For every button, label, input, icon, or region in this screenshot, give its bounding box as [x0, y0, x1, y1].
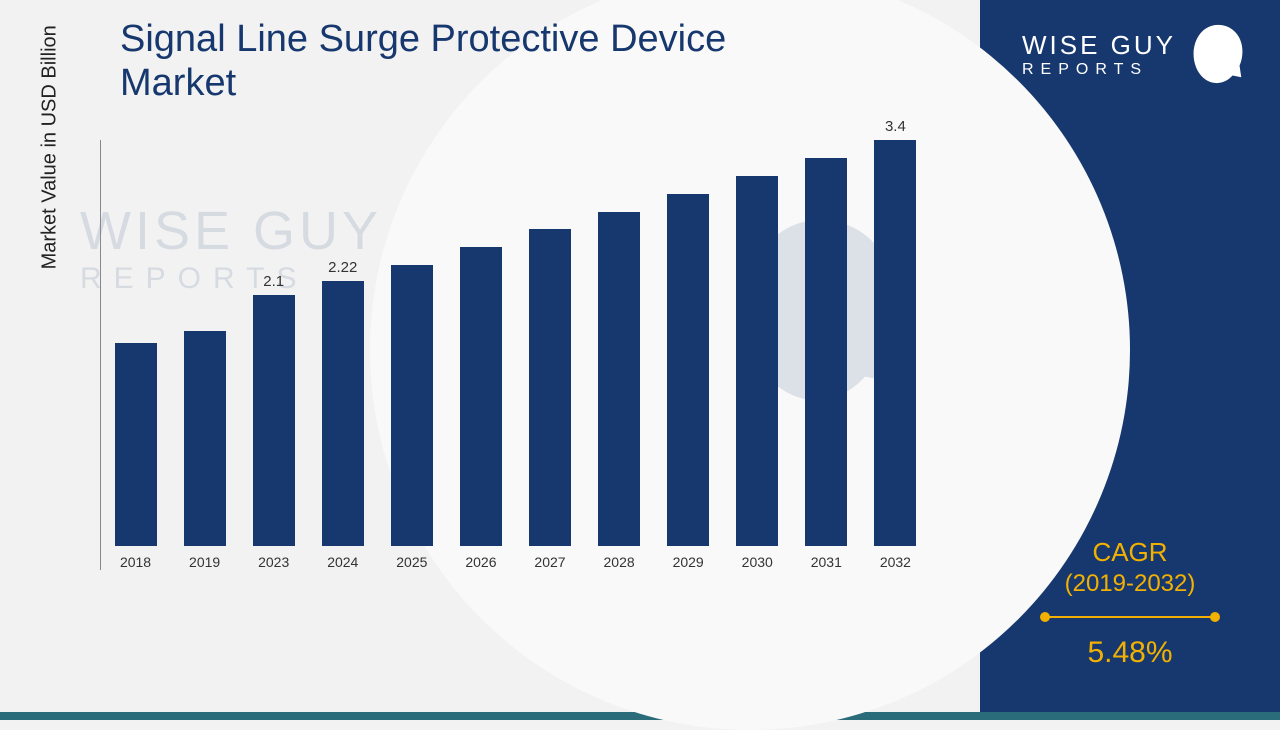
- x-tick-label: 2026: [465, 554, 496, 570]
- x-tick-label: 2025: [396, 554, 427, 570]
- x-tick-label: 2028: [604, 554, 635, 570]
- bar-2027: 2027: [529, 229, 571, 570]
- bar: [667, 194, 709, 546]
- bar-2023: 2.12023: [253, 295, 295, 570]
- bar: [736, 176, 778, 546]
- bar-chart: Market Value in USD Billion 201820192.12…: [60, 140, 940, 620]
- bar-value-label: 2.22: [322, 259, 364, 276]
- x-tick-label: 2032: [880, 554, 911, 570]
- x-tick-label: 2024: [327, 554, 358, 570]
- bar-2032: 3.42032: [874, 140, 916, 570]
- bar: [253, 295, 295, 546]
- logo-brand: WISE GUY: [1022, 30, 1176, 61]
- x-tick-label: 2019: [189, 554, 220, 570]
- chart-title: Signal Line Surge Protective Device Mark…: [120, 18, 820, 105]
- x-tick-label: 2030: [742, 554, 773, 570]
- logo-sub: REPORTS: [1022, 61, 1176, 79]
- cagr-divider-icon: [1045, 616, 1215, 618]
- x-tick-label: 2018: [120, 554, 151, 570]
- bar: [115, 343, 157, 546]
- x-tick-label: 2023: [258, 554, 289, 570]
- x-tick-label: 2031: [811, 554, 842, 570]
- bar: [391, 265, 433, 546]
- y-axis-label: Market Value in USD Billion: [39, 25, 62, 269]
- bar-2026: 2026: [460, 247, 502, 570]
- cagr-value: 5.48%: [1020, 636, 1240, 670]
- cagr-years: (2019-2032): [1020, 570, 1240, 598]
- x-tick-label: 2029: [673, 554, 704, 570]
- bar: [322, 281, 364, 546]
- bar-2029: 2029: [667, 194, 709, 570]
- bar-2028: 2028: [598, 212, 640, 570]
- bar: [529, 229, 571, 546]
- bar: [184, 331, 226, 546]
- bar-value-label: 3.4: [874, 118, 916, 135]
- bar-2031: 2031: [805, 158, 847, 570]
- x-tick-label: 2027: [534, 554, 565, 570]
- bar-value-label: 2.1: [253, 273, 295, 290]
- bar: [460, 247, 502, 546]
- bar-2019: 2019: [184, 331, 226, 570]
- bar: [874, 140, 916, 546]
- bar-2024: 2.222024: [322, 281, 364, 570]
- bar-2025: 2025: [391, 265, 433, 570]
- logo-head-icon: [1186, 22, 1250, 86]
- cagr-block: CAGR (2019-2032) 5.48%: [1020, 537, 1240, 670]
- bar-2030: 2030: [736, 176, 778, 570]
- bar: [598, 212, 640, 546]
- bar: [805, 158, 847, 546]
- cagr-title: CAGR: [1020, 537, 1240, 568]
- plot-area: 201820192.120232.22202420252026202720282…: [100, 140, 930, 570]
- bar-2018: 2018: [115, 343, 157, 570]
- logo: WISE GUY REPORTS: [1022, 22, 1250, 86]
